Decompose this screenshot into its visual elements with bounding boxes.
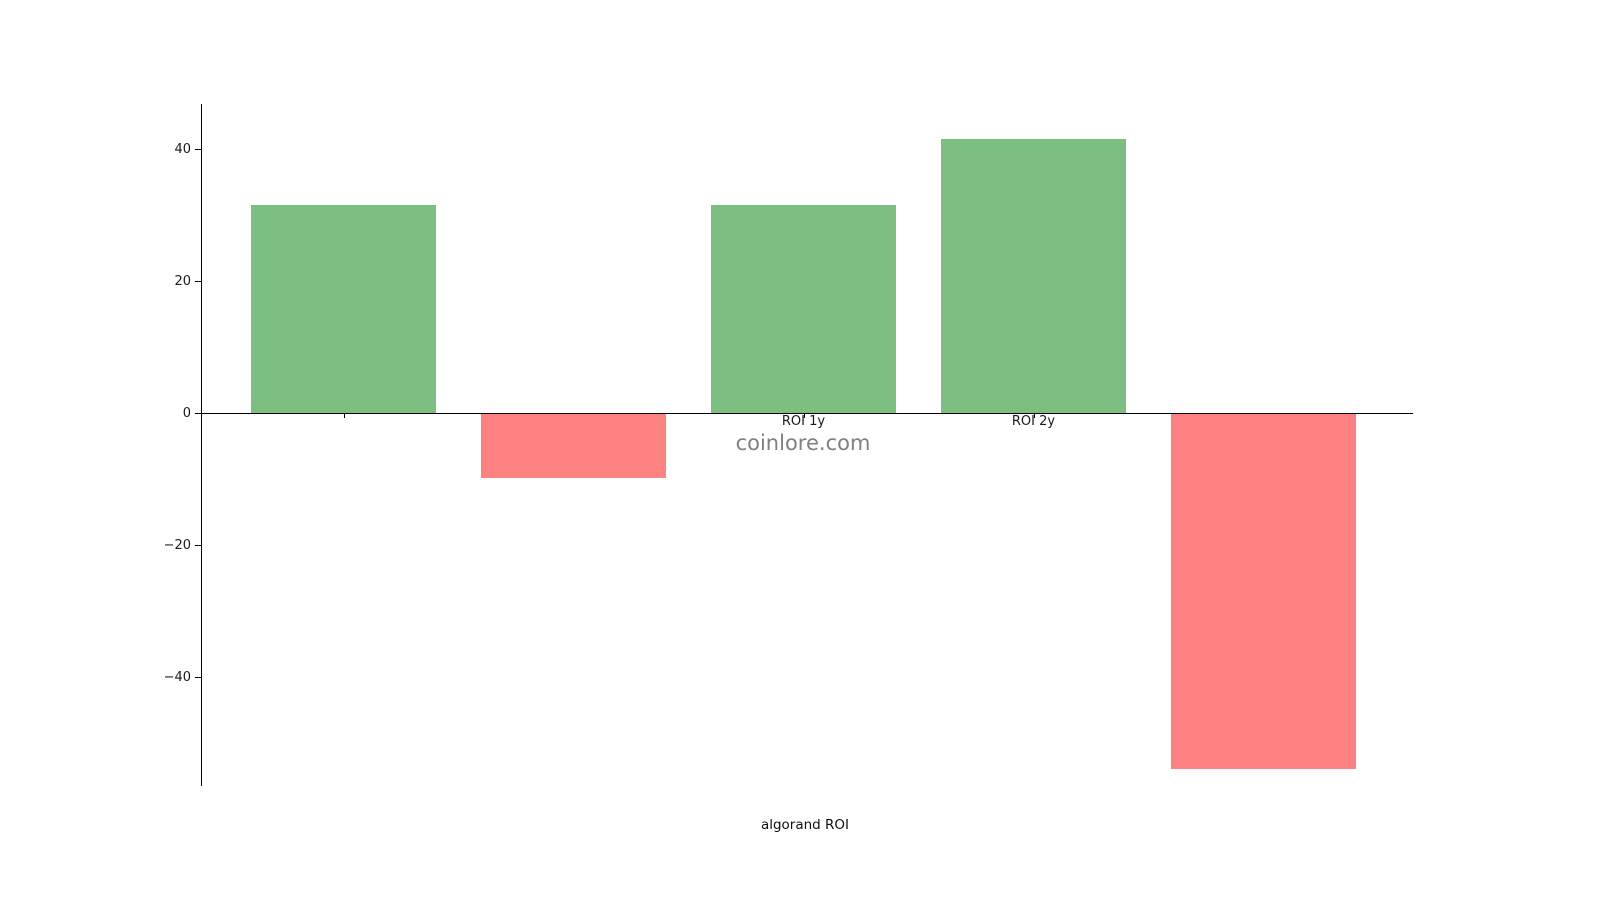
watermark: coinlore.com (735, 431, 871, 455)
y-tick (195, 412, 201, 414)
chart-title: algorand ROI (760, 817, 850, 833)
y-tick (195, 676, 201, 678)
x-tick-label: ROI 2y (1011, 414, 1056, 429)
x-tick (803, 413, 805, 418)
y-tick-label: 20 (174, 273, 191, 289)
y-tick-label: −40 (163, 669, 191, 685)
x-axis-line (201, 412, 1413, 414)
x-tick (343, 413, 345, 418)
y-tick-label: 40 (174, 141, 191, 157)
bar (251, 205, 436, 413)
bar (481, 413, 666, 478)
x-tick (1033, 413, 1035, 418)
y-tick-label: −20 (163, 537, 191, 553)
y-axis-spine (201, 104, 202, 786)
bar (941, 139, 1126, 413)
y-tick (195, 280, 201, 282)
x-tick-label: ROI 1y (781, 414, 826, 429)
y-tick (195, 148, 201, 150)
bar (1171, 413, 1356, 770)
bar (711, 205, 896, 413)
y-tick (195, 544, 201, 546)
y-tick-label: 0 (182, 405, 191, 421)
